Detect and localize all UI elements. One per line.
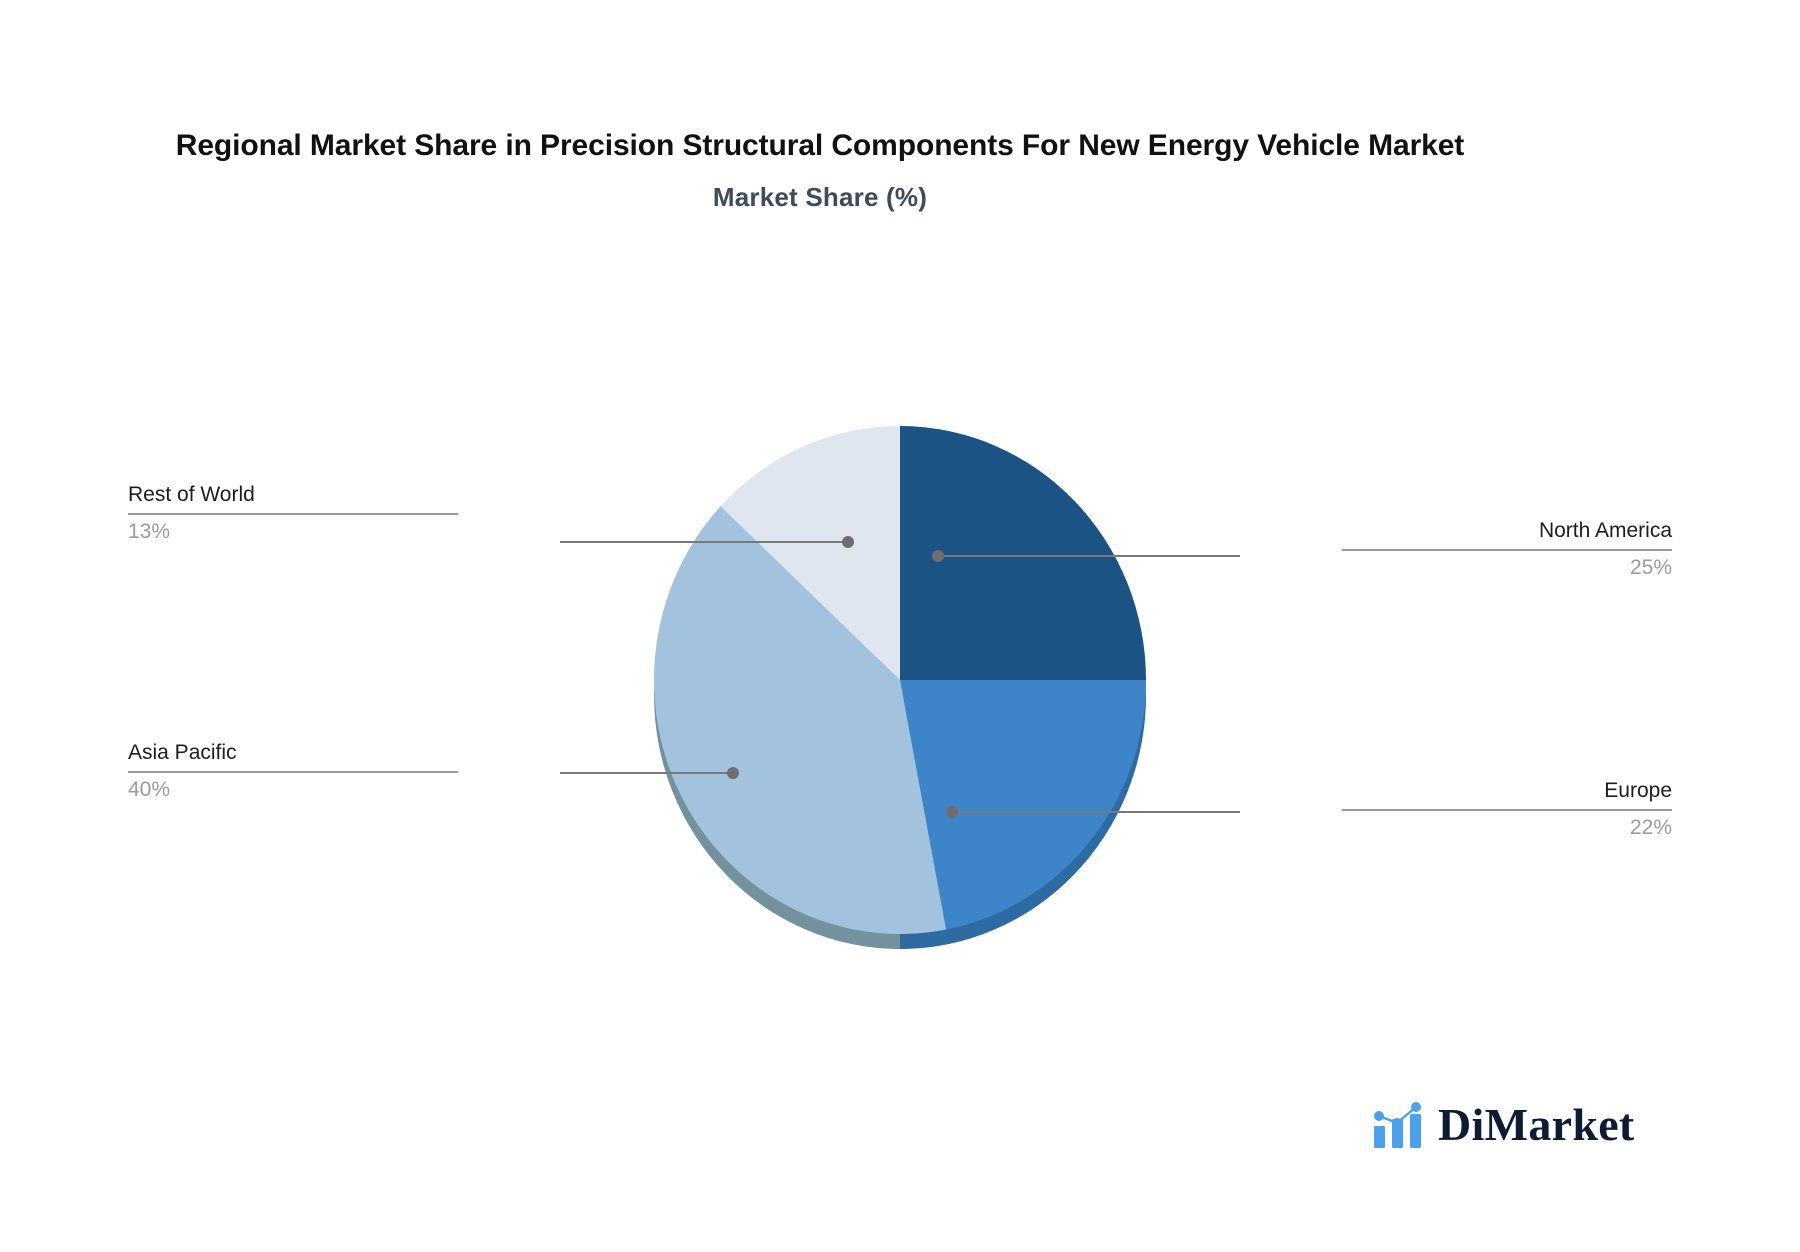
callout-rule-rest-of-world: [128, 513, 458, 516]
bar-chart-logo-icon: [1374, 1101, 1421, 1148]
callout-rule-north-america: [1342, 549, 1672, 552]
pie-chart-svg: [560, 426, 1240, 949]
brand-wordmark: DiMarket: [1438, 1099, 1635, 1150]
callout-rest-of-world: Rest of World 13%: [128, 482, 458, 546]
pie-slice-europe[interactable]: [900, 680, 1146, 930]
callout-rule-europe: [1342, 809, 1672, 812]
leader-dot-north-america: [932, 550, 944, 562]
leader-dot-rest-of-world: [842, 536, 854, 548]
leader-dot-asia-pacific: [727, 767, 739, 779]
callout-value-rest-of-world: 13%: [128, 520, 171, 544]
pie-slice-asia-pacific[interactable]: [653, 506, 947, 935]
callout-label-asia-pacific: Asia Pacific: [128, 741, 237, 764]
callout-value-europe: 22%: [1629, 816, 1672, 840]
callout-europe: Europe 22%: [1342, 778, 1672, 842]
callout-north-america: North America 25%: [1342, 518, 1672, 582]
title-block: Regional Market Share in Precision Struc…: [160, 125, 1480, 213]
pie-leader-lines: [560, 536, 1240, 818]
leader-dot-europe: [946, 806, 958, 818]
callout-label-europe: Europe: [1604, 779, 1672, 802]
callout-value-asia-pacific: 40%: [128, 778, 171, 802]
pie-slices: [653, 426, 1146, 935]
pie-slice-north-america[interactable]: [900, 426, 1146, 680]
callout-label-rest-of-world: Rest of World: [128, 483, 255, 506]
brand-logo: DiMarket: [1372, 1098, 1635, 1151]
pie-chart: [560, 400, 1240, 960]
chart-subtitle: Market Share (%): [712, 181, 928, 212]
pie-slice-rest-of-world[interactable]: [720, 426, 900, 680]
callout-value-north-america: 25%: [1629, 556, 1672, 580]
callout-rule-asia-pacific: [128, 771, 458, 774]
page-title: Regional Market Share in Precision Struc…: [175, 129, 1465, 162]
callout-label-north-america: North America: [1538, 519, 1672, 542]
callout-asia-pacific: Asia Pacific 40%: [128, 740, 458, 804]
